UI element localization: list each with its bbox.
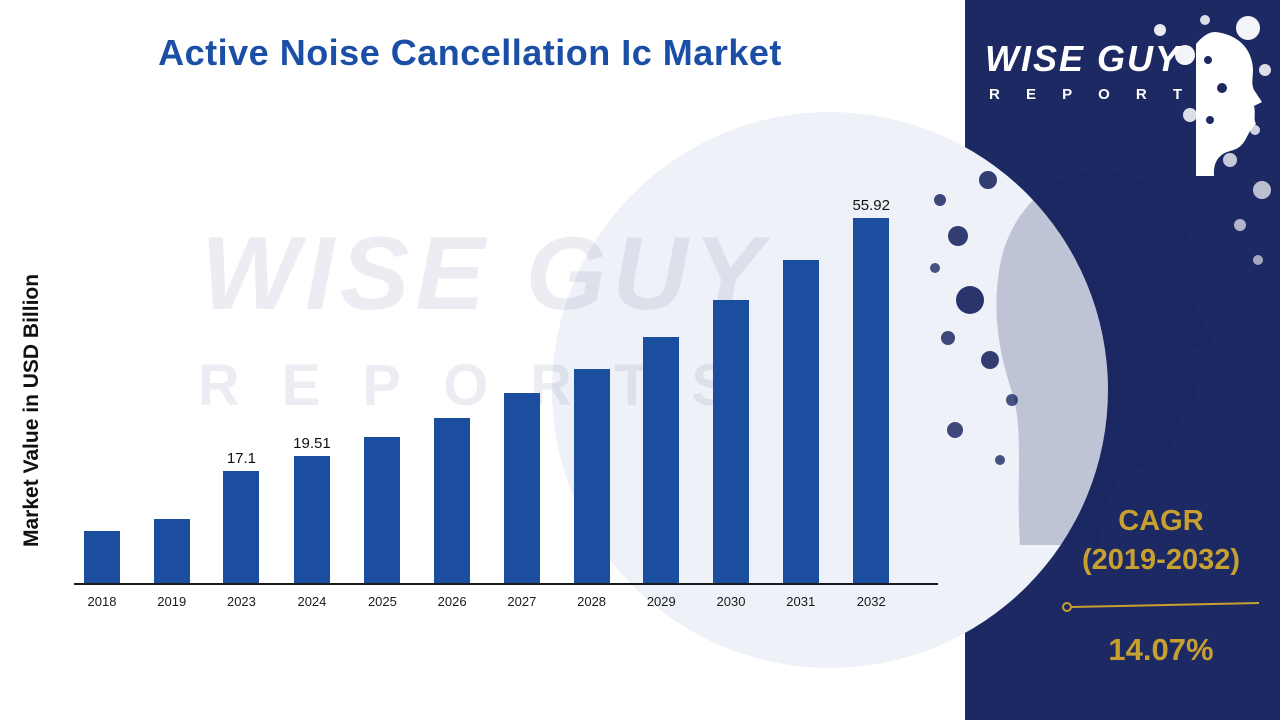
bar-group-2018: 2018: [84, 197, 120, 609]
bar-value-label: 19.51: [293, 435, 331, 452]
x-tick-label: 2026: [437, 594, 467, 609]
bar-chart: 2018 2019 17.1 2023 19.51 2024 2025 2026 2027 202…: [74, 197, 938, 609]
bar: [293, 456, 330, 584]
bar: [364, 437, 401, 584]
bar: [713, 300, 750, 584]
x-tick-label: 2032: [856, 594, 886, 609]
bar-group-2029: 2029: [643, 197, 680, 609]
x-tick-label: 2018: [87, 594, 117, 609]
x-tick-label: 2024: [297, 594, 327, 609]
x-tick-label: 2019: [157, 594, 187, 609]
bar-group-2027: 2027: [503, 197, 540, 609]
x-axis-line: [74, 583, 938, 585]
bar-group-2019: 2019: [153, 197, 190, 609]
chart-title: Active Noise Cancellation Ic Market: [158, 32, 782, 73]
bar: [153, 519, 190, 584]
bar: [84, 531, 120, 584]
x-tick-label: 2030: [716, 594, 746, 609]
bar: [434, 418, 471, 584]
bar-group-2028: 2028: [573, 197, 610, 609]
bars-container: 2018 2019 17.1 2023 19.51 2024 2025 2026 2027 202…: [84, 197, 890, 609]
bar-group-2026: 2026: [434, 197, 471, 609]
bar: [853, 217, 890, 584]
bar-group-2030: 2030: [713, 197, 750, 609]
x-tick-label: 2027: [507, 594, 537, 609]
bar-group-2025: 2025: [364, 197, 401, 609]
x-tick-label: 2028: [577, 594, 607, 609]
bar: [573, 369, 610, 584]
bar: [223, 471, 260, 584]
bar-group-2032: 55.92 2032: [852, 197, 890, 609]
bar: [503, 393, 540, 584]
x-tick-label: 2023: [226, 594, 256, 609]
bar-group-2023: 17.1 2023: [223, 197, 260, 609]
bar-value-label: 17.1: [226, 450, 257, 467]
bar: [643, 337, 680, 584]
x-tick-label: 2031: [786, 594, 816, 609]
bar-group-2024: 19.51 2024: [293, 197, 331, 609]
bar-value-label: 55.92: [852, 197, 890, 214]
chart-area: WISE GUY REPORTS Active Noise Cancellati…: [20, 32, 938, 609]
bar: [782, 260, 819, 584]
bar-group-2031: 2031: [782, 197, 819, 609]
x-tick-label: 2029: [646, 594, 676, 609]
y-axis-label: Market Value in USD Billion: [20, 273, 43, 547]
x-tick-label: 2025: [367, 594, 397, 609]
